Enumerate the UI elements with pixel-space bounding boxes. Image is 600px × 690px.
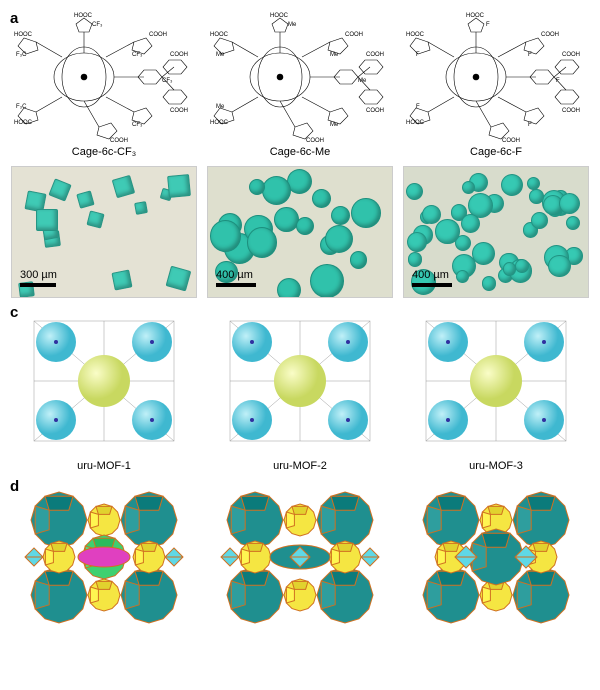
micrograph-cell-0: 300 µm — [12, 166, 196, 298]
crystal-caption-1: uru-MOF-2 — [273, 460, 327, 472]
row-b: b 300 µm 400 µm 400 µm — [12, 166, 588, 298]
micrograph-cell-1: 400 µm — [208, 166, 392, 298]
svg-text:COOH: COOH — [306, 138, 324, 142]
svg-text:HOOC: HOOC — [406, 32, 425, 38]
svg-text:HOOC: HOOC — [466, 13, 485, 19]
sub: CF₃ — [132, 52, 143, 58]
crystal-struct-0 — [12, 306, 196, 456]
micrograph-2: 400 µm — [403, 166, 589, 298]
scalebar-label-0: 300 µm — [20, 269, 57, 281]
chem-cell-2: HOOC COOH COOH COOH COOH HOOC HOOC F F F… — [404, 12, 588, 158]
svg-text:Me: Me — [288, 22, 297, 28]
row-d: d — [12, 480, 588, 630]
scalebar-line-0 — [20, 283, 56, 287]
chem-cell-1: HOOC COOH COOH COOH COOH HOOC HOOC Me Me… — [208, 12, 392, 158]
crystal-struct-1 — [208, 306, 392, 456]
label-cooh: COOH — [110, 138, 128, 142]
label-cooh: COOH — [170, 108, 188, 114]
chem-structure-1: HOOC COOH COOH COOH COOH HOOC HOOC Me Me… — [208, 12, 392, 142]
micrograph-cell-2: 400 µm — [404, 166, 588, 298]
svg-text:Me: Me — [330, 122, 339, 128]
topology-cell-2 — [404, 480, 588, 630]
svg-text:COOH: COOH — [562, 108, 580, 114]
svg-text:F: F — [416, 52, 420, 58]
scalebar-label-1: 400 µm — [216, 269, 253, 281]
svg-text:COOH: COOH — [366, 108, 384, 114]
sub: CF₃ — [92, 22, 103, 28]
chem-caption-2: Cage-6c-F — [470, 146, 522, 158]
svg-text:Me: Me — [216, 52, 225, 58]
sub-alt: F₃C — [16, 52, 27, 58]
crystal-cell-2: uru-MOF-3 — [404, 306, 588, 472]
crystal-cell-1: uru-MOF-2 — [208, 306, 392, 472]
sub-alt: F₃C — [16, 104, 27, 110]
svg-text:Me: Me — [330, 52, 339, 58]
svg-text:F: F — [416, 104, 420, 110]
scalebar-line-1 — [216, 283, 256, 287]
svg-text:HOOC: HOOC — [270, 13, 289, 19]
topology-cell-1 — [208, 480, 392, 630]
svg-text:HOOC: HOOC — [406, 120, 425, 126]
scalebar-label-2: 400 µm — [412, 269, 449, 281]
label-hooc: HOOC — [14, 120, 33, 126]
svg-text:HOOC: HOOC — [210, 32, 229, 38]
svg-text:F: F — [528, 122, 532, 128]
row-c: c — [12, 306, 588, 472]
scalebar-0: 300 µm — [20, 269, 57, 287]
label-cooh: COOH — [170, 52, 188, 58]
svg-text:F: F — [528, 52, 532, 58]
topology-2 — [404, 480, 588, 630]
row-a: a — [12, 12, 588, 158]
svg-text:Me: Me — [216, 104, 225, 110]
scalebar-2: 400 µm — [412, 269, 452, 287]
crystal-caption-0: uru-MOF-1 — [77, 460, 131, 472]
svg-text:COOH: COOH — [345, 32, 363, 38]
chem-cell-0: HOOC COOH COOH COOH COOH HOOC HOOC CF₃ C… — [12, 12, 196, 158]
svg-text:COOH: COOH — [502, 138, 520, 142]
svg-text:HOOC: HOOC — [210, 120, 229, 126]
micrograph-1: 400 µm — [207, 166, 393, 298]
svg-text:Me: Me — [358, 78, 367, 84]
scalebar-1: 400 µm — [216, 269, 256, 287]
topology-cell-0 — [12, 480, 196, 630]
chem-structure-2: HOOC COOH COOH COOH COOH HOOC HOOC F F F… — [404, 12, 588, 142]
svg-text:COOH: COOH — [541, 32, 559, 38]
crystal-struct-2 — [404, 306, 588, 456]
crystal-caption-2: uru-MOF-3 — [469, 460, 523, 472]
figure: a — [12, 12, 588, 630]
svg-text:F: F — [486, 22, 490, 28]
sub: CF₃ — [162, 78, 173, 84]
svg-text:COOH: COOH — [562, 52, 580, 58]
label-cooh: COOH — [149, 32, 167, 38]
topology-1 — [208, 480, 392, 630]
label-hooc: HOOC — [74, 13, 93, 19]
label-hooc: HOOC — [14, 32, 33, 38]
sub: CF₃ — [132, 122, 143, 128]
crystal-cell-0: uru-MOF-1 — [12, 306, 196, 472]
chem-structure-0: HOOC COOH COOH COOH COOH HOOC HOOC CF₃ C… — [12, 12, 196, 142]
chem-caption-1: Cage-6c-Me — [270, 146, 331, 158]
scalebar-line-2 — [412, 283, 452, 287]
svg-text:COOH: COOH — [366, 52, 384, 58]
chem-caption-0: Cage-6c-CF₃ — [72, 146, 136, 158]
micrograph-0: 300 µm — [11, 166, 197, 298]
topology-0 — [12, 480, 196, 630]
svg-text:F: F — [556, 78, 560, 84]
